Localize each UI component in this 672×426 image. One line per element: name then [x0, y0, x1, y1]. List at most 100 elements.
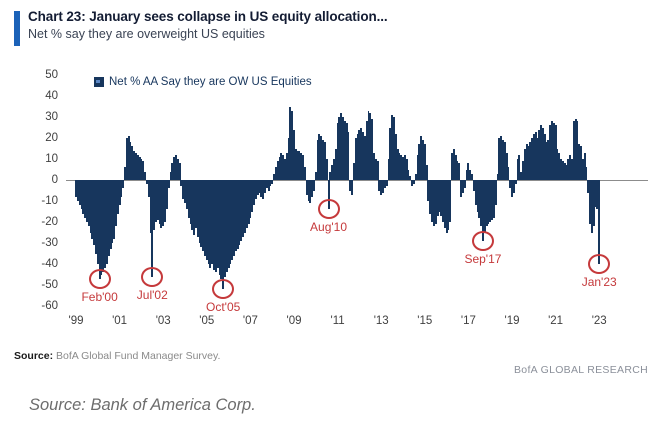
- bar: [416, 154, 419, 180]
- bar: [396, 148, 399, 180]
- bar: [311, 180, 314, 197]
- bar: [567, 159, 570, 180]
- bar: [467, 163, 470, 180]
- bar: [185, 180, 188, 210]
- bar: [205, 180, 208, 260]
- y-tick-label: -50: [41, 279, 58, 291]
- bar: [333, 159, 335, 180]
- bar: [258, 180, 261, 193]
- bar: [400, 154, 403, 180]
- bar: [229, 180, 232, 264]
- bar: [131, 146, 134, 180]
- x-tick-label: '23: [591, 315, 607, 327]
- bar: [209, 180, 212, 269]
- bar: [314, 171, 317, 180]
- bar: [594, 180, 597, 208]
- bar: [571, 159, 573, 180]
- bar: [222, 180, 225, 290]
- bar: [153, 180, 156, 231]
- bar: [240, 180, 243, 241]
- bar: [300, 152, 303, 180]
- bar: [543, 133, 546, 180]
- bar: [354, 138, 357, 180]
- y-tick-label: 40: [45, 90, 58, 102]
- bar: [389, 127, 392, 180]
- bar: [307, 180, 310, 201]
- bar: [420, 135, 423, 180]
- bar: [116, 180, 119, 214]
- bar: [151, 180, 154, 277]
- annotation-circle-icon: [141, 266, 164, 287]
- bar: [527, 146, 530, 180]
- bar: [511, 180, 513, 197]
- bar: [498, 138, 501, 180]
- bar: [403, 154, 406, 180]
- bar: [385, 180, 388, 187]
- bar: [138, 156, 141, 180]
- bar: [285, 152, 288, 180]
- bar: [305, 180, 308, 195]
- chart-legend: Net % AA Say they are OW US Equities: [94, 76, 312, 88]
- page-caption: Source: Bank of America Corp.: [29, 396, 256, 414]
- y-tick-label: 0: [51, 174, 58, 186]
- bar: [443, 180, 446, 229]
- bar: [476, 180, 479, 212]
- bar: [162, 180, 165, 227]
- legend-label: Net % AA Say they are OW US Equities: [109, 76, 312, 88]
- bar: [98, 180, 101, 279]
- bar: [293, 129, 295, 180]
- bar: [136, 154, 139, 180]
- bar: [254, 180, 257, 199]
- bar: [178, 163, 181, 180]
- bar: [93, 180, 96, 246]
- bar: [576, 121, 579, 180]
- bar: [574, 119, 577, 180]
- bar: [176, 159, 179, 180]
- zero-axis-line: [66, 179, 648, 181]
- bar: [347, 131, 350, 180]
- bar: [302, 154, 305, 180]
- bar: [233, 180, 236, 256]
- bar: [125, 138, 128, 180]
- bar: [104, 180, 107, 269]
- bar: [84, 180, 87, 218]
- bar: [173, 156, 176, 180]
- bar: [392, 117, 395, 180]
- bar: [358, 129, 361, 180]
- bar: [405, 159, 408, 180]
- annotation-circle-icon: [212, 279, 235, 300]
- bar: [211, 180, 214, 264]
- y-tick-label: 20: [45, 132, 58, 144]
- title-accent-bar: [14, 11, 20, 46]
- bar: [485, 180, 488, 227]
- bar: [276, 161, 279, 180]
- bar: [540, 125, 543, 180]
- x-tick-label: '05: [199, 315, 215, 327]
- bar: [220, 180, 223, 279]
- x-tick-label: '99: [68, 315, 84, 327]
- bar: [218, 180, 221, 275]
- bar: [583, 152, 586, 180]
- bar: [534, 131, 537, 180]
- x-tick-label: '17: [460, 315, 476, 327]
- bar: [247, 180, 250, 225]
- bar: [198, 180, 201, 243]
- bar: [109, 180, 112, 250]
- x-tick-label: '03: [155, 315, 171, 327]
- bar: [216, 180, 219, 269]
- bar: [596, 180, 599, 210]
- bar: [463, 180, 466, 189]
- x-tick-label: '15: [417, 315, 433, 327]
- bar: [89, 180, 92, 233]
- bar: [316, 140, 319, 180]
- bar: [238, 180, 241, 246]
- bar: [360, 127, 363, 180]
- bar: [483, 180, 486, 233]
- bar: [283, 159, 286, 180]
- y-tick-label: 50: [45, 69, 58, 81]
- bar: [538, 129, 541, 180]
- bar: [124, 167, 127, 180]
- chart-subtitle: Net % say they are overweight US equitie…: [28, 27, 265, 41]
- bar: [118, 180, 121, 206]
